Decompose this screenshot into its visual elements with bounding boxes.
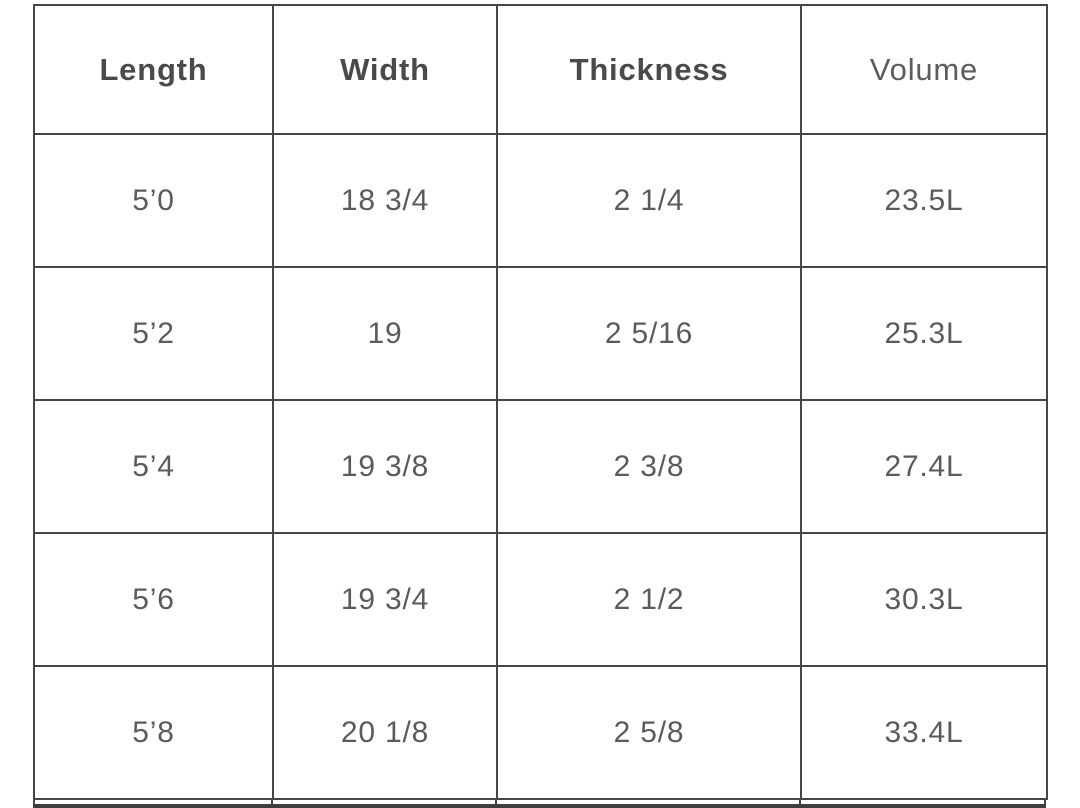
table-row: 5’4 19 3/8 2 3/8 27.4L [33,399,1048,534]
cell-width: 19 3/4 [272,532,498,667]
cell-volume: 33.4L [800,665,1048,800]
cell-volume: 23.5L [800,133,1048,268]
cell-length: 5’8 [33,665,274,800]
cell-volume: 27.4L [800,399,1048,534]
partial-next-row [33,800,1046,808]
col-header-thickness: Thickness [496,4,802,135]
col-header-volume: Volume [800,4,1048,135]
partial-row-top-border [33,804,1046,808]
cell-thickness: 2 3/8 [496,399,802,534]
cell-thickness: 2 5/8 [496,665,802,800]
cell-width: 18 3/4 [272,133,498,268]
table-row: 5’0 18 3/4 2 1/4 23.5L [33,133,1048,268]
table-row: 5’2 19 2 5/16 25.3L [33,266,1048,401]
cell-width: 19 3/8 [272,399,498,534]
col-header-width: Width [272,4,498,135]
header-row: Length Width Thickness Volume [33,4,1048,135]
cell-length: 5’4 [33,399,274,534]
cell-volume: 30.3L [800,532,1048,667]
cell-width: 20 1/8 [272,665,498,800]
table-row: 5’8 20 1/8 2 5/8 33.4L [33,665,1048,800]
size-chart-table: Length Width Thickness Volume 5’0 18 3/4… [33,4,1048,800]
cell-thickness: 2 1/4 [496,133,802,268]
cell-length: 5’0 [33,133,274,268]
cell-width: 19 [272,266,498,401]
cell-length: 5’2 [33,266,274,401]
cell-thickness: 2 1/2 [496,532,802,667]
cell-length: 5’6 [33,532,274,667]
col-header-length: Length [33,4,274,135]
cell-thickness: 2 5/16 [496,266,802,401]
cell-volume: 25.3L [800,266,1048,401]
table-row: 5’6 19 3/4 2 1/2 30.3L [33,532,1048,667]
